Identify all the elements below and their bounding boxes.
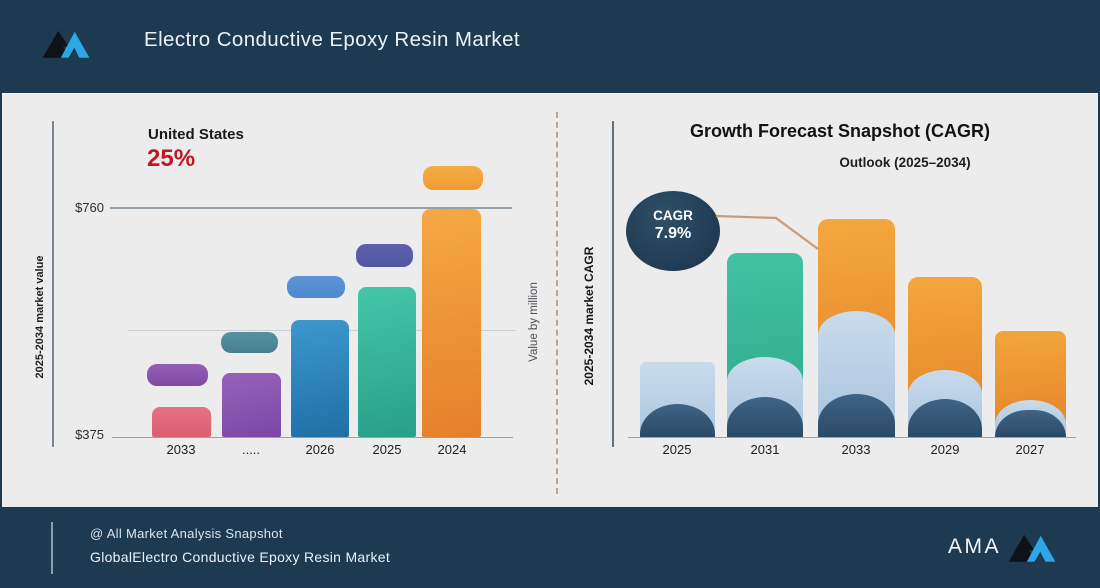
left-x-axis <box>112 436 513 438</box>
left-gridline-760 <box>110 207 512 209</box>
left-y-axis <box>52 121 54 447</box>
left-xlabel-2025: 2025 <box>372 442 402 457</box>
right-y-axis-label: 2025-2034 market CAGR <box>582 246 596 386</box>
left-xlabel-2033: 2033 <box>166 442 196 457</box>
right-bar-2033 <box>818 219 895 437</box>
right-bar-2027 <box>995 331 1066 437</box>
right-bar-2031 <box>727 253 803 437</box>
right-xlabel-2033: 2033 <box>841 442 871 457</box>
right-bar-2025 <box>640 362 715 437</box>
right-bar-2033-base-segment <box>818 394 895 437</box>
cagr-connector-line <box>715 214 819 250</box>
left-cap-2024 <box>423 166 483 190</box>
right-chart-title: Growth Forecast Snapshot (CAGR) <box>689 121 990 141</box>
cagr-bubble-label: CAGR <box>653 208 693 223</box>
right-xlabel-2025: 2025 <box>662 442 692 457</box>
left-cap-2026 <box>287 276 345 298</box>
right-bar-2029 <box>908 277 982 437</box>
left-xlabel-2026: 2026 <box>305 442 335 457</box>
left-xlabel-2024: 2024 <box>437 442 467 457</box>
value-by-million-label: Value by million <box>528 282 540 362</box>
footer-snapshot-text: @ All Market Analysis Snapshot <box>90 526 283 541</box>
right-bar-2031-base-segment <box>727 397 803 437</box>
footer-divider-line <box>51 522 53 574</box>
right-x-axis <box>628 436 1076 438</box>
left-cap-2033 <box>147 364 208 386</box>
cagr-bubble: CAGR 7.9% <box>626 191 720 271</box>
header-logo <box>40 25 92 61</box>
left-bar-2033 <box>152 407 211 437</box>
left-xlabel-dots: ..... <box>241 442 261 457</box>
left-chart-share-value: 25% <box>147 145 196 172</box>
footer-brand-text: AMA <box>948 535 1002 558</box>
right-chart-subtitle: Outlook (2025–2034) <box>839 155 971 170</box>
left-bar-dots <box>222 373 281 437</box>
footer-logo <box>1006 529 1058 565</box>
footer-market-text: GlobalElectro Conductive Epoxy Resin Mar… <box>90 549 391 565</box>
page-title: Electro Conductive Epoxy Resin Market <box>144 28 520 51</box>
right-xlabel-2027: 2027 <box>1015 442 1045 457</box>
left-ytick-375: $375 <box>75 427 104 442</box>
right-xlabel-2031: 2031 <box>750 442 780 457</box>
left-bar-2024 <box>422 209 481 437</box>
left-bar-2026 <box>291 320 349 437</box>
left-ytick-760: $760 <box>75 200 104 215</box>
right-xlabel-2029: 2029 <box>930 442 960 457</box>
right-bar-2025-base-segment <box>640 404 715 437</box>
footer: @ All Market Analysis Snapshot GlobalEle… <box>0 507 1100 588</box>
ama-mountains-icon <box>1008 534 1056 562</box>
right-y-axis <box>612 121 614 447</box>
left-cap-dots <box>221 332 278 353</box>
panel-divider <box>556 112 558 494</box>
left-cap-2025 <box>356 244 413 267</box>
ama-mountains-icon <box>42 30 90 58</box>
cagr-bubble-value: 7.9% <box>654 225 692 242</box>
left-chart-country-label: United States <box>148 126 244 143</box>
left-y-axis-label: 2025-2034 market value <box>34 255 46 379</box>
left-bar-2025 <box>358 287 416 437</box>
